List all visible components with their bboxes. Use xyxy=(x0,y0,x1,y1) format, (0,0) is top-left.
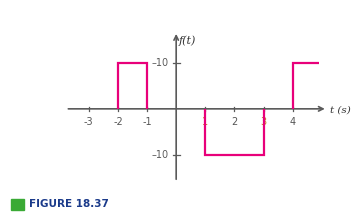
Text: t (s): t (s) xyxy=(330,106,351,115)
Text: f(t): f(t) xyxy=(178,36,196,46)
Text: –10: –10 xyxy=(152,150,169,160)
Text: 3: 3 xyxy=(261,117,266,127)
Text: -3: -3 xyxy=(84,117,94,127)
Text: –10: –10 xyxy=(152,58,169,68)
Text: 2: 2 xyxy=(231,117,238,127)
Text: -1: -1 xyxy=(142,117,152,127)
Bar xyxy=(11,199,24,210)
Text: -2: -2 xyxy=(113,117,123,127)
Text: 4: 4 xyxy=(290,117,296,127)
Text: 1: 1 xyxy=(202,117,208,127)
Text: FIGURE 18.37: FIGURE 18.37 xyxy=(29,199,109,210)
